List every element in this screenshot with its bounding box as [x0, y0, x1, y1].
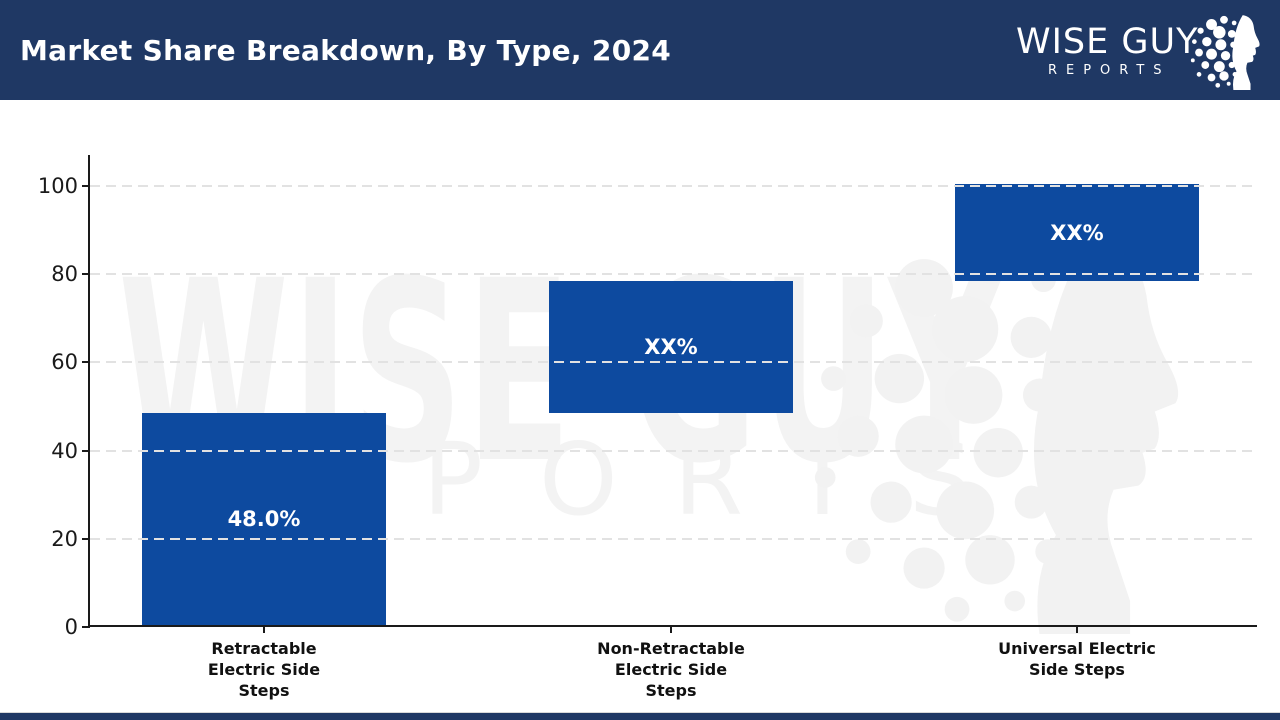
footer-divider	[0, 712, 1280, 713]
x-axis-tick	[263, 625, 265, 633]
plot-area: 48.0% XX% XX% 0 20 40 60 80 100	[38, 155, 1257, 639]
category-label-line: Retractable	[211, 639, 317, 658]
x-axis-tick	[670, 625, 672, 633]
y-axis-tick-label: 40	[51, 438, 78, 463]
bar-non-retractable-electric-side-steps: XX%	[549, 281, 793, 414]
y-axis-tick	[82, 537, 90, 540]
y-axis-tick	[82, 361, 90, 364]
gridline-y-60	[90, 361, 1257, 364]
bar-universal-electric-side-steps: XX%	[955, 184, 1199, 282]
gridline-y-100	[90, 185, 1257, 187]
bar-value-label: 48.0%	[227, 507, 301, 532]
category-label-retractable: Retractable Electric Side Steps	[134, 638, 394, 701]
y-axis-tick	[82, 185, 90, 187]
logo-brand-name: WISE GUY	[1016, 22, 1199, 63]
gridline-y-20	[90, 537, 1257, 540]
category-label-line: Steps	[645, 681, 697, 700]
bar-retractable-electric-side-steps: 48.0%	[142, 413, 386, 625]
y-axis-tick-label: 0	[64, 615, 78, 639]
y-axis-tick-label: 20	[51, 526, 78, 551]
wiseguy-logo: WISE GUY REPORTS	[1016, 8, 1266, 94]
wiseguy-logo-text: WISE GUY REPORTS	[1016, 24, 1199, 78]
category-label-universal: Universal Electric Side Steps	[947, 638, 1207, 680]
gridline-y-40	[90, 449, 1257, 452]
category-label-non-retractable: Non-Retractable Electric Side Steps	[541, 638, 801, 701]
y-axis-tick	[82, 449, 90, 452]
category-label-line: Electric Side	[614, 660, 728, 679]
category-label-line: Universal Electric	[998, 639, 1156, 658]
gridline-y-80	[90, 273, 1257, 276]
x-axis-tick	[1076, 625, 1078, 633]
category-label-line: Electric Side	[207, 660, 321, 679]
header-bar: Market Share Breakdown, By Type, 2024 WI…	[0, 0, 1280, 100]
y-axis-tick	[82, 626, 90, 628]
bar-value-label: XX%	[644, 335, 698, 360]
category-label-line: Side Steps	[1029, 660, 1125, 679]
category-label-line: Steps	[238, 681, 290, 700]
bar-value-label: XX%	[1050, 220, 1104, 245]
logo-brand-subtitle: REPORTS	[1047, 62, 1171, 78]
y-axis-tick-label: 60	[51, 350, 78, 375]
wiseguy-head-icon	[1185, 9, 1263, 93]
y-axis-tick-label: 80	[51, 262, 78, 287]
chart-title: Market Share Breakdown, By Type, 2024	[20, 33, 672, 67]
category-label-line: Non-Retractable	[597, 639, 745, 658]
footer-bar	[0, 713, 1280, 720]
y-axis-tick	[82, 273, 90, 276]
y-axis-tick-label: 100	[37, 174, 78, 198]
